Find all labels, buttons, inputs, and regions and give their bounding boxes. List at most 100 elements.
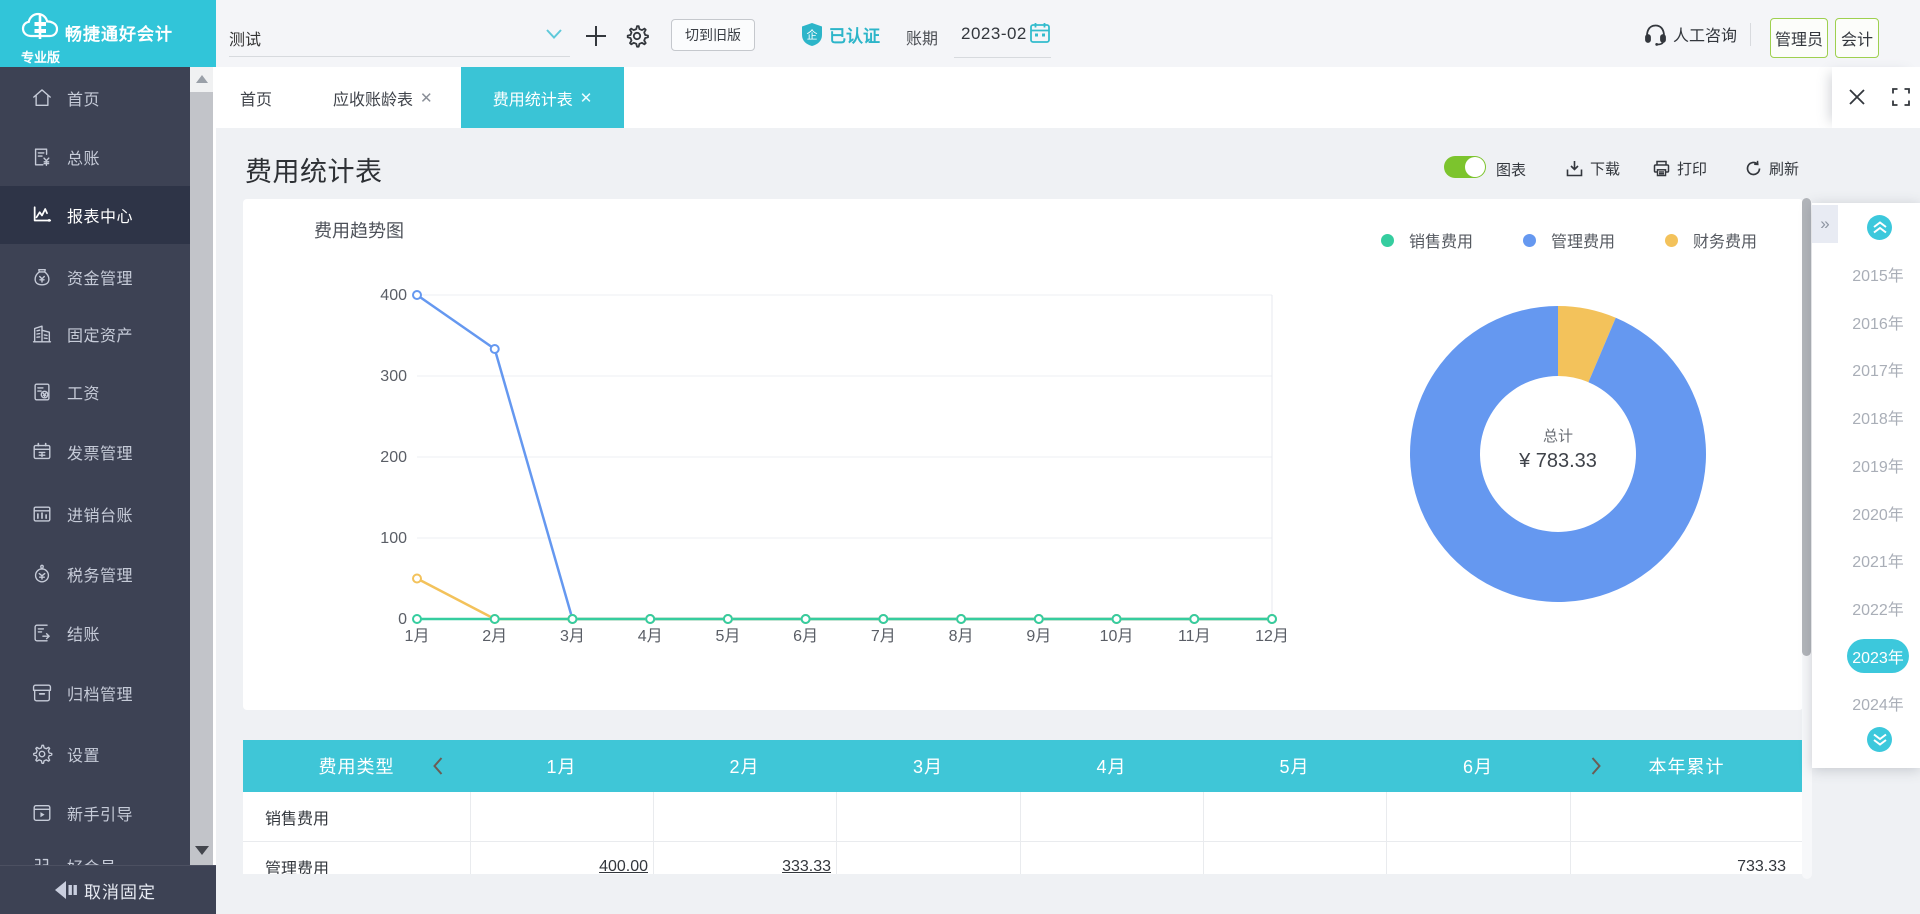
legend-item-1[interactable]: 销售费用 — [1381, 228, 1473, 252]
sidebar-item-13[interactable]: 新手引导 — [0, 784, 190, 842]
sidebar-item-7[interactable]: 发票管理 — [0, 423, 190, 481]
sidebar-item-2[interactable]: 总账 — [0, 128, 190, 186]
sidebar-item-5[interactable]: 固定资产 — [0, 305, 190, 363]
sidebar-scroll-down-arrow[interactable] — [190, 843, 213, 859]
human-support[interactable]: 人工咨询 — [1644, 22, 1737, 46]
data-point[interactable] — [800, 614, 811, 624]
next-months-arrow[interactable] — [1589, 755, 1603, 777]
sidebar-item-4[interactable]: 资金管理 — [0, 248, 190, 306]
tabbar-right-controls — [1832, 67, 1920, 128]
gear-icon[interactable] — [625, 24, 649, 48]
main-scrollbar-thumb[interactable] — [1802, 198, 1811, 656]
print-button[interactable]: 打印 — [1653, 158, 1707, 179]
donut-slice-管理费用[interactable] — [1410, 306, 1707, 602]
unpin-label: 取消固定 — [84, 882, 156, 902]
refresh-button[interactable]: 刷新 — [1745, 158, 1799, 179]
legend-dot — [1381, 233, 1394, 247]
year-item-2019年[interactable]: 2019年 — [1836, 441, 1920, 489]
data-point[interactable] — [1033, 614, 1044, 624]
year-item-2017年[interactable]: 2017年 — [1836, 345, 1920, 393]
collapse-year-panel-tab[interactable]: » — [1812, 205, 1838, 243]
data-point[interactable] — [645, 614, 656, 624]
sidebar-item-9[interactable]: 税务管理 — [0, 545, 190, 603]
data-point[interactable] — [1267, 614, 1277, 624]
year-item-2020年[interactable]: 2020年 — [1836, 489, 1920, 537]
year-label: 2018年 — [1852, 411, 1904, 429]
cell-value-link[interactable]: 333.33 — [782, 857, 831, 875]
data-point[interactable] — [489, 614, 500, 624]
role-button-accountant[interactable]: 会计 — [1835, 18, 1879, 58]
svg-text:12月: 12月 — [1255, 628, 1289, 645]
sidebar-item-6[interactable]: 工资 — [0, 363, 190, 421]
year-item-2018年[interactable]: 2018年 — [1836, 393, 1920, 441]
data-point[interactable] — [1189, 614, 1200, 624]
close-icon[interactable] — [1846, 86, 1868, 108]
data-point[interactable] — [412, 290, 422, 300]
cell-value-link[interactable]: 400.00 — [599, 857, 648, 875]
year-item-2022年[interactable]: 2022年 — [1836, 584, 1920, 632]
sidebar-item-label: 税务管理 — [67, 568, 134, 585]
switch-to-old-version-button[interactable]: 切到旧版 — [671, 19, 755, 51]
role-button-admin[interactable]: 管理员 — [1770, 18, 1828, 58]
sidebar-scrollbar[interactable] — [190, 67, 213, 909]
unpin-sidebar-button[interactable]: 取消固定 — [0, 865, 216, 914]
sidebar-item-label: 归档管理 — [67, 687, 134, 704]
legend-item-3[interactable]: 财务费用 — [1665, 228, 1757, 252]
table-cell — [1386, 842, 1570, 874]
member-icon — [31, 855, 53, 865]
year-item-2016年[interactable]: 2016年 — [1836, 298, 1920, 346]
tab-expense-statistics[interactable]: 费用统计表 ✕ — [461, 67, 624, 128]
sidebar-item-label: 结账 — [67, 627, 101, 644]
sidebar-item-11[interactable]: 归档管理 — [0, 664, 190, 722]
prev-months-arrow[interactable] — [431, 755, 445, 777]
data-point[interactable] — [956, 614, 967, 624]
verified-badge[interactable]: 企 已认证 — [802, 22, 880, 47]
sidebar-scrollbar-thumb[interactable] — [190, 92, 213, 909]
tab-label: 应收账龄表 — [333, 91, 414, 109]
data-point[interactable] — [1111, 614, 1122, 624]
sidebar: 畅捷通好会计 专业版 首页 总账 报表中心 资金管理 固定资产 工资 发票管理 进销台账 税务管… — [0, 0, 216, 914]
sidebar-scroll-up-arrow[interactable] — [190, 73, 213, 87]
year-scroll-down-button[interactable] — [1867, 727, 1892, 752]
row-label: 管理费用 — [265, 860, 330, 875]
tab-home[interactable]: 首页 — [240, 67, 272, 128]
year-item-2015年[interactable]: 2015年 — [1836, 250, 1920, 298]
data-point[interactable] — [489, 344, 500, 355]
tab-close-icon[interactable]: ✕ — [579, 89, 593, 107]
sidebar-item-label: 固定资产 — [67, 328, 134, 345]
donut-slice-财务费用[interactable] — [1558, 306, 1616, 383]
sidebar-item-label: 首页 — [67, 92, 101, 109]
tab-receivable-aging[interactable]: 应收账龄表 ✕ — [333, 67, 433, 128]
year-item-2021年[interactable]: 2021年 — [1836, 536, 1920, 584]
add-icon[interactable] — [582, 22, 610, 50]
data-point[interactable] — [722, 614, 733, 624]
sidebar-item-1[interactable]: 首页 — [0, 69, 190, 127]
chart-toggle-switch[interactable] — [1444, 156, 1486, 178]
sidebar-item-14[interactable]: 好会员 — [0, 837, 190, 865]
calendar-icon[interactable] — [1030, 22, 1050, 43]
legend-item-2[interactable]: 管理费用 — [1523, 228, 1615, 252]
sidebar-item-12[interactable]: 设置 — [0, 725, 190, 783]
tab-close-icon[interactable]: ✕ — [420, 89, 433, 107]
svg-text:200: 200 — [380, 449, 407, 466]
svg-text:1月: 1月 — [405, 628, 430, 645]
data-point[interactable] — [567, 614, 578, 624]
year-item-2024年[interactable]: 2024年 — [1836, 679, 1920, 727]
download-button[interactable]: 下载 — [1566, 158, 1620, 179]
data-point[interactable] — [878, 614, 889, 624]
sidebar-item-3[interactable]: 报表中心 — [0, 186, 190, 244]
year-label: 2016年 — [1852, 315, 1904, 333]
data-point[interactable] — [412, 573, 422, 584]
cell-divider — [1020, 842, 1021, 874]
table-cell — [1203, 842, 1386, 874]
cell-divider — [470, 842, 471, 874]
data-point[interactable] — [412, 614, 422, 624]
chevron-down-icon — [546, 29, 562, 39]
fullscreen-icon[interactable] — [1892, 88, 1910, 106]
account-set-select[interactable]: 测试 — [229, 0, 570, 57]
sidebar-item-10[interactable]: 结账 — [0, 604, 190, 662]
sidebar-item-8[interactable]: 进销台账 — [0, 485, 190, 543]
year-item-2023年[interactable]: 2023年 — [1836, 632, 1920, 680]
period-value[interactable]: 2023-02 — [961, 24, 1027, 43]
year-scroll-up-button[interactable] — [1867, 215, 1892, 240]
